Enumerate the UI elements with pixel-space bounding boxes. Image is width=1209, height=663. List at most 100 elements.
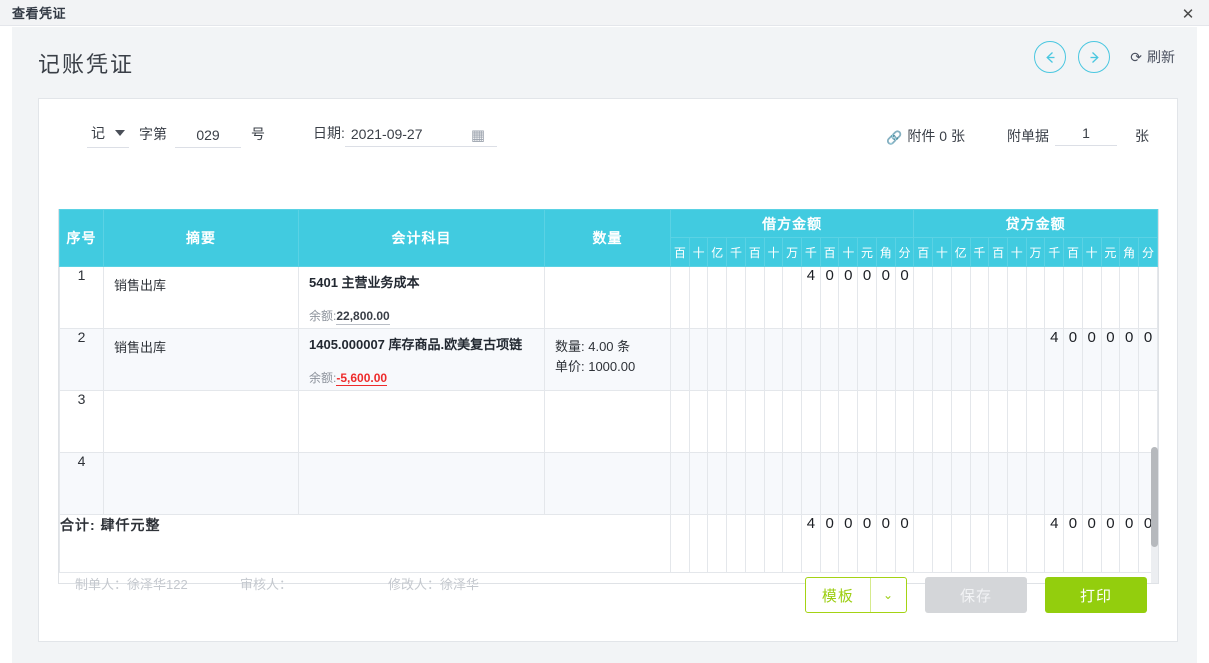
credit-digit-cell[interactable] (950, 266, 971, 329)
debit-digit-cell[interactable]: 0 (838, 266, 859, 329)
credit-digit-cell[interactable] (1063, 452, 1083, 515)
debit-digit-cell[interactable] (726, 328, 746, 391)
credit-digit-cell[interactable] (969, 328, 990, 391)
table-row[interactable]: 2 销售出库 1405.000007 库存商品.欧美复古项链 余额:-5,600.00… (59, 328, 1158, 391)
debit-digit-cell[interactable] (707, 452, 728, 515)
total-credit-digit-cell[interactable] (969, 514, 990, 573)
debit-digit-cell[interactable] (707, 328, 728, 391)
credit-digit-cell[interactable] (988, 452, 1008, 515)
credit-digit-cell[interactable] (1081, 390, 1102, 453)
print-button[interactable]: 打印 (1045, 577, 1147, 613)
attachment-count-label[interactable]: 附件 0 张 (907, 128, 965, 144)
credit-digit-cell[interactable] (1006, 390, 1027, 453)
debit-digit-cell[interactable]: 4 (801, 266, 821, 329)
table-row[interactable]: 1 销售出库 5401 主营业务成本 余额:22,800.00 4 0 0 0 0 0 (59, 266, 1158, 329)
credit-digit-cell[interactable] (932, 452, 952, 515)
debit-digit-cell[interactable] (688, 266, 709, 329)
debit-digit-cell[interactable] (782, 328, 803, 391)
credit-digit-cell[interactable]: 0 (1081, 328, 1102, 391)
debit-digit-cell[interactable] (744, 452, 765, 515)
save-button[interactable]: 保存 (925, 577, 1027, 613)
credit-digit-cell[interactable] (1137, 266, 1158, 329)
debit-digit-cell[interactable] (744, 328, 765, 391)
debit-digit-cell[interactable] (782, 390, 803, 453)
credit-digit-cell[interactable] (932, 390, 952, 453)
total-credit-digit-cell[interactable]: 4 (1044, 514, 1065, 573)
total-credit-digit-cell[interactable] (988, 514, 1008, 573)
next-voucher-button[interactable] (1078, 41, 1111, 73)
credit-digit-cell[interactable] (969, 266, 990, 329)
debit-digit-cell[interactable] (801, 390, 821, 453)
debit-digit-cell[interactable] (763, 390, 784, 453)
total-debit-digit-cell[interactable]: 0 (875, 514, 896, 573)
debit-digit-cell[interactable]: 0 (857, 266, 877, 329)
debit-digit-cell[interactable] (838, 390, 859, 453)
debit-digit-cell[interactable] (894, 452, 915, 515)
credit-digit-cell[interactable] (1006, 266, 1027, 329)
credit-digit-cell[interactable] (1119, 452, 1139, 515)
credit-digit-cell[interactable] (1100, 390, 1121, 453)
credit-digit-cell[interactable] (1081, 266, 1102, 329)
debit-digit-cell[interactable] (744, 390, 765, 453)
debit-digit-cell[interactable] (670, 266, 690, 329)
credit-digit-cell[interactable] (1025, 266, 1046, 329)
calendar-icon[interactable]: ▦ (462, 126, 497, 147)
voucher-word-select[interactable]: 记 (87, 123, 129, 148)
debit-digit-cell[interactable] (801, 328, 821, 391)
credit-digit-cell[interactable] (1100, 266, 1121, 329)
table-row[interactable]: 4 (59, 452, 1158, 515)
credit-digit-cell[interactable] (1063, 266, 1083, 329)
row-account[interactable]: 5401 主营业务成本 余额:22,800.00 (298, 266, 545, 329)
debit-digit-cell[interactable] (763, 266, 784, 329)
debit-digit-cell[interactable] (875, 390, 896, 453)
table-row[interactable]: 3 (59, 390, 1158, 453)
row-quantity[interactable]: 数量: 4.00 条单价: 1000.00 (544, 328, 671, 391)
debit-digit-cell[interactable] (688, 390, 709, 453)
prev-voucher-button[interactable] (1034, 41, 1067, 73)
credit-digit-cell[interactable] (1025, 328, 1046, 391)
credit-digit-cell[interactable] (1137, 390, 1158, 453)
debit-digit-cell[interactable] (801, 452, 821, 515)
total-credit-digit-cell[interactable]: 0 (1081, 514, 1102, 573)
debit-digit-cell[interactable] (894, 328, 915, 391)
voucher-scrollbar-thumb[interactable] (1151, 447, 1158, 547)
credit-digit-cell[interactable] (932, 266, 952, 329)
debit-digit-cell[interactable] (875, 328, 896, 391)
debit-digit-cell[interactable] (670, 328, 690, 391)
debit-digit-cell[interactable] (688, 328, 709, 391)
debit-digit-cell[interactable] (707, 390, 728, 453)
total-debit-digit-cell[interactable] (763, 514, 784, 573)
credit-digit-cell[interactable]: 0 (1063, 328, 1083, 391)
debit-digit-cell[interactable] (670, 452, 690, 515)
total-credit-digit-cell[interactable]: 0 (1100, 514, 1121, 573)
documents-input[interactable]: 1 (1055, 125, 1117, 146)
credit-digit-cell[interactable] (1081, 452, 1102, 515)
credit-digit-cell[interactable] (1044, 266, 1065, 329)
debit-digit-cell[interactable] (782, 452, 803, 515)
total-credit-digit-cell[interactable] (1006, 514, 1027, 573)
credit-digit-cell[interactable] (1063, 390, 1083, 453)
row-quantity[interactable] (544, 390, 671, 453)
debit-digit-cell[interactable]: 0 (819, 266, 840, 329)
credit-digit-cell[interactable] (969, 390, 990, 453)
total-debit-digit-cell[interactable] (670, 514, 690, 573)
credit-digit-cell[interactable] (1044, 390, 1065, 453)
credit-digit-cell[interactable] (1119, 266, 1139, 329)
total-credit-digit-cell[interactable] (1025, 514, 1046, 573)
credit-digit-cell[interactable] (988, 266, 1008, 329)
debit-digit-cell[interactable] (857, 452, 877, 515)
credit-digit-cell[interactable]: 0 (1119, 328, 1139, 391)
debit-digit-cell[interactable] (744, 266, 765, 329)
credit-digit-cell[interactable]: 0 (1100, 328, 1121, 391)
debit-digit-cell[interactable] (726, 390, 746, 453)
date-input[interactable]: 2021-09-27 (344, 126, 463, 147)
total-debit-digit-cell[interactable]: 0 (838, 514, 859, 573)
voucher-scrollbar-track[interactable] (1151, 447, 1158, 583)
total-debit-digit-cell[interactable] (707, 514, 728, 573)
credit-digit-cell[interactable] (950, 452, 971, 515)
credit-digit-cell[interactable] (1006, 452, 1027, 515)
debit-digit-cell[interactable] (782, 266, 803, 329)
credit-digit-cell[interactable] (1006, 328, 1027, 391)
credit-digit-cell[interactable] (1100, 452, 1121, 515)
debit-digit-cell[interactable] (726, 452, 746, 515)
